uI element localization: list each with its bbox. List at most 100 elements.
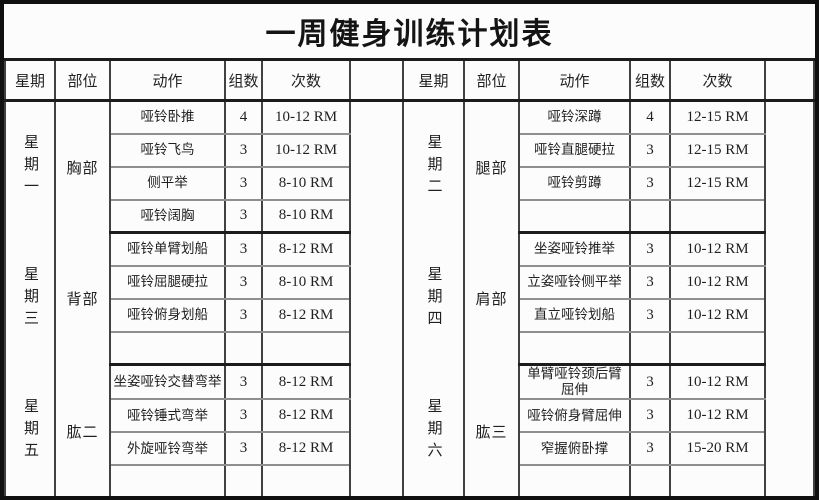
reps-cell: 10-12 RM — [669, 298, 766, 333]
exercise-cell: 坐姿哑铃交替弯举 — [109, 364, 226, 400]
table-row: 外旋哑铃弯举 3 8-12 RM 窄握俯卧撑 3 15-20 RM — [5, 432, 814, 466]
reps-cell: 12-15 RM — [669, 166, 766, 201]
exercise-cell: 哑铃深蹲 — [518, 100, 631, 135]
spacer-cell — [349, 364, 404, 496]
header-day-right: 星期 — [402, 58, 465, 102]
reps-cell: 8-12 RM — [261, 399, 351, 433]
spacer-cell — [764, 232, 815, 365]
table-row: 星期一 胸部 哑铃卧推 4 10-12 RM 星期二 腿部 哑铃深蹲 4 12-… — [4, 100, 815, 233]
reps-cell: 8-10 RM — [261, 265, 351, 300]
sets-cell: 3 — [629, 298, 671, 333]
spacer-cell — [764, 100, 815, 233]
reps-cell — [261, 465, 351, 496]
exercise-cell — [518, 199, 631, 234]
table-row: 哑铃阔胸 3 8-10 RM — [5, 199, 814, 234]
exercise-cell: 哑铃俯身划船 — [109, 298, 226, 333]
exercise-cell: 哑铃阔胸 — [109, 199, 226, 234]
header-spacer-left — [349, 58, 404, 102]
header-exercise-left: 动作 — [109, 58, 226, 102]
exercise-cell — [518, 465, 631, 496]
table-row: 星期三 背部 哑铃单臂划船 3 8-12 RM 星期四 肩部 坐姿哑铃推举 3 … — [4, 232, 815, 365]
sets-cell: 3 — [629, 399, 671, 433]
header-row: 星期 部位 动作 组数 次数 星期 部位 动作 组数 次数 — [4, 58, 815, 102]
exercise-cell — [109, 331, 226, 366]
table-row: 星期五 肱二 坐姿哑铃交替弯举 3 8-12 RM 星期六 肱三 单臂哑铃颈后臂… — [4, 364, 815, 496]
header-spacer-right — [764, 58, 815, 102]
day-label: 星期三 — [22, 265, 38, 332]
reps-cell — [261, 331, 351, 366]
sets-cell — [224, 465, 263, 496]
exercise-cell: 外旋哑铃弯举 — [109, 432, 226, 466]
day-cell-monday: 星期一 — [4, 100, 56, 233]
part-cell-legs: 腿部 — [463, 100, 520, 233]
sets-cell: 3 — [629, 232, 671, 267]
header-part-left: 部位 — [54, 58, 111, 102]
reps-cell — [669, 199, 766, 234]
day-cell-saturday: 星期六 — [402, 364, 465, 496]
sets-cell: 3 — [224, 265, 263, 300]
table-row: 哑铃飞鸟 3 10-12 RM 哑铃直腿硬拉 3 12-15 RM — [5, 133, 814, 168]
header-sets-left: 组数 — [224, 58, 263, 102]
exercise-cell: 单臂哑铃颈后臂屈伸 — [518, 364, 631, 400]
reps-cell — [669, 331, 766, 366]
header-reps-right: 次数 — [669, 58, 766, 102]
reps-cell: 8-10 RM — [261, 166, 351, 201]
day-label: 星期一 — [22, 134, 38, 201]
sets-cell: 3 — [224, 298, 263, 333]
sets-cell: 4 — [224, 100, 263, 135]
reps-cell: 8-12 RM — [261, 432, 351, 466]
exercise-cell: 哑铃卧推 — [109, 100, 226, 135]
part-cell-triceps: 肱三 — [463, 364, 520, 496]
sets-cell: 3 — [629, 133, 671, 168]
day-label: 星期四 — [425, 265, 442, 332]
part-cell-biceps: 肱二 — [54, 364, 111, 496]
day-cell-tuesday: 星期二 — [402, 100, 465, 233]
exercise-cell: 哑铃俯身臂屈伸 — [518, 399, 631, 433]
exercise-cell: 窄握俯卧撑 — [518, 432, 631, 466]
reps-cell: 8-12 RM — [261, 232, 351, 267]
spacer-cell — [349, 232, 404, 365]
page-title: 一周健身训练计划表 — [265, 18, 554, 51]
spacer-cell — [764, 364, 815, 496]
spacer-cell — [349, 100, 404, 233]
reps-cell: 8-12 RM — [261, 364, 351, 400]
sets-cell: 3 — [224, 364, 263, 400]
part-cell-back: 背部 — [54, 232, 111, 365]
exercise-cell: 哑铃直腿硬拉 — [518, 133, 631, 168]
header-exercise-right: 动作 — [518, 58, 631, 102]
header-day-left: 星期 — [4, 58, 56, 102]
exercise-cell: 立姿哑铃侧平举 — [518, 265, 631, 300]
exercise-cell: 坐姿哑铃推举 — [518, 232, 631, 267]
exercise-cell — [518, 331, 631, 366]
reps-cell: 10-12 RM — [669, 364, 766, 400]
sets-cell: 3 — [224, 199, 263, 234]
training-plan-table: 星期 部位 动作 组数 次数 星期 部位 动作 组数 次数 星期一 胸部 哑铃卧… — [4, 58, 815, 496]
sets-cell: 3 — [224, 232, 263, 267]
day-label: 星期五 — [22, 398, 38, 465]
reps-cell: 8-12 RM — [261, 298, 351, 333]
sets-cell: 3 — [224, 399, 263, 433]
sets-cell: 3 — [629, 364, 671, 400]
header-part-right: 部位 — [463, 58, 520, 102]
sets-cell: 3 — [224, 432, 263, 466]
table-row: 哑铃锤式弯举 3 8-12 RM 哑铃俯身臂屈伸 3 10-12 RM — [5, 399, 814, 433]
sets-cell — [629, 331, 671, 366]
reps-cell: 10-12 RM — [261, 133, 351, 168]
table-row — [5, 331, 814, 366]
reps-cell: 15-20 RM — [669, 432, 766, 466]
sets-cell — [629, 199, 671, 234]
table-row: 哑铃屈腿硬拉 3 8-10 RM 立姿哑铃侧平举 3 10-12 RM — [5, 265, 814, 300]
table-row: 哑铃俯身划船 3 8-12 RM 直立哑铃划船 3 10-12 RM — [5, 298, 814, 333]
part-cell-shoulders: 肩部 — [463, 232, 520, 365]
reps-cell: 12-15 RM — [669, 133, 766, 168]
exercise-cell: 哑铃飞鸟 — [109, 133, 226, 168]
reps-cell — [669, 465, 766, 496]
table-row — [5, 465, 814, 496]
sets-cell: 4 — [629, 100, 671, 135]
reps-cell: 10-12 RM — [261, 100, 351, 135]
exercise-cell: 侧平举 — [109, 166, 226, 201]
day-cell-friday: 星期五 — [4, 364, 56, 496]
sets-cell: 3 — [629, 265, 671, 300]
reps-cell: 10-12 RM — [669, 265, 766, 300]
